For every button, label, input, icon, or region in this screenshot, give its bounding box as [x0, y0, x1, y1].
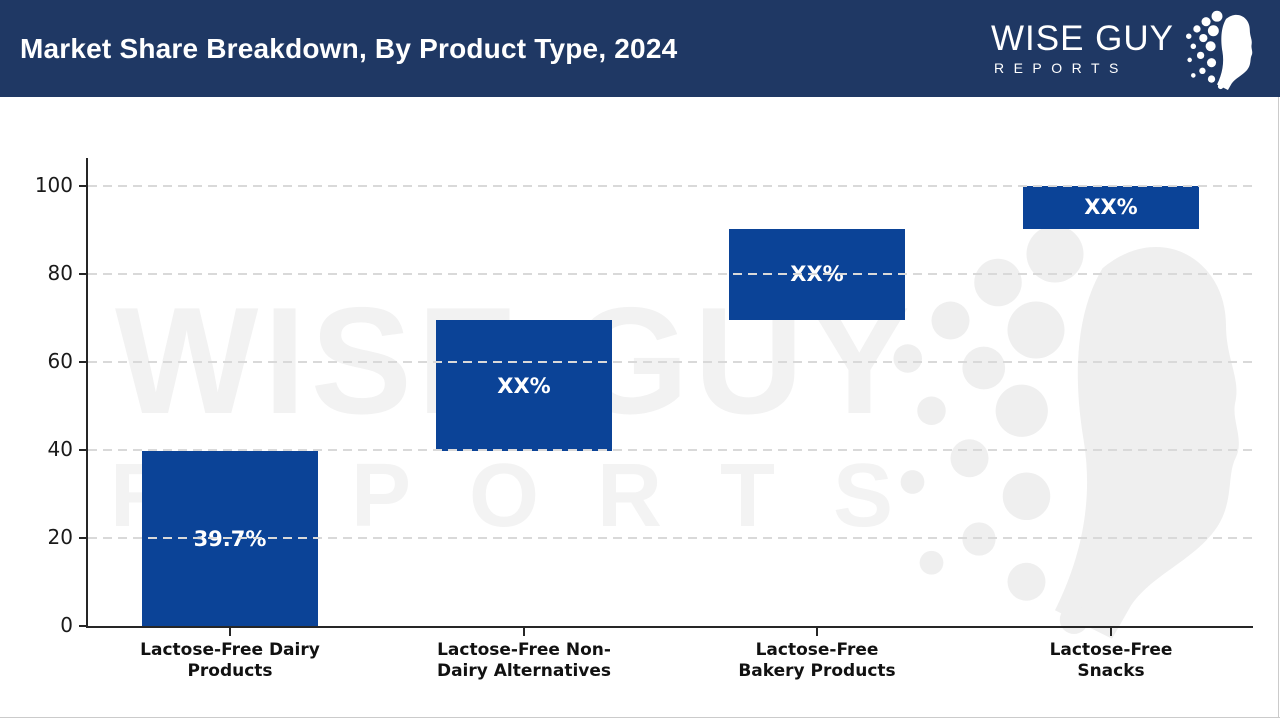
y-axis-tick [79, 361, 88, 363]
gridline-100 [88, 185, 1253, 187]
x-category-label-line: Lactose-Free [755, 640, 879, 660]
brand-logo-text: WISE GUY REPORTS [991, 21, 1174, 76]
bar-value-label: XX% [1084, 195, 1138, 220]
y-axis-tick [79, 449, 88, 451]
y-axis-tick-label: 20 [47, 525, 73, 549]
x-category-label: Lactose-Free Non- Dairy Alternatives [399, 640, 649, 682]
y-axis-tick [79, 273, 88, 275]
y-axis-line [86, 158, 88, 628]
y-axis-tick-label: 100 [34, 173, 73, 197]
gridline-40 [88, 449, 1253, 451]
bar-1: XX% [436, 320, 612, 452]
x-axis-tick [523, 627, 525, 636]
y-axis-tick [79, 625, 88, 627]
gridline-20 [88, 537, 1253, 539]
header-bar: Market Share Breakdown, By Product Type,… [0, 0, 1280, 97]
face-profile-icon [1186, 10, 1253, 90]
y-axis-tick-label: 0 [60, 613, 73, 637]
y-axis-tick [79, 537, 88, 539]
x-category-label: Lactose-Free Snacks [986, 640, 1236, 682]
y-axis-tick [79, 185, 88, 187]
x-category-label-line: Lactose-Free Non- [437, 640, 611, 660]
x-category-label: Lactose-Free Bakery Products [692, 640, 942, 682]
x-category-label-line: Bakery Products [738, 661, 896, 681]
brand-name: WISE GUY [990, 19, 1174, 58]
brand-logo: WISE GUY REPORTS [991, 8, 1254, 90]
gridline-80 [88, 273, 1253, 275]
x-category-label-line: Lactose-Free [1049, 640, 1173, 660]
x-category-label-line: Snacks [1077, 661, 1145, 681]
gridline-60 [88, 361, 1253, 363]
page-title: Market Share Breakdown, By Product Type,… [20, 32, 678, 64]
y-axis-tick-label: 60 [47, 349, 73, 373]
y-axis-tick-label: 80 [47, 261, 73, 285]
x-category-label: Lactose-Free Dairy Products [105, 640, 355, 682]
x-category-label-line: Dairy Alternatives [436, 661, 612, 681]
bar-3: XX% [1023, 186, 1199, 229]
x-axis-tick [229, 627, 231, 636]
y-axis-tick-label: 40 [47, 437, 73, 461]
page-border-right [1278, 97, 1279, 717]
brand-tagline: REPORTS [993, 60, 1128, 76]
x-axis-tick [1110, 627, 1112, 636]
x-axis-line [86, 626, 1253, 628]
page-border-bottom [0, 717, 1280, 718]
bar-value-label: XX% [497, 373, 551, 398]
x-category-label-line: Lactose-Free Dairy [140, 640, 320, 660]
x-axis-tick [816, 627, 818, 636]
x-category-label-line: Products [187, 661, 273, 681]
